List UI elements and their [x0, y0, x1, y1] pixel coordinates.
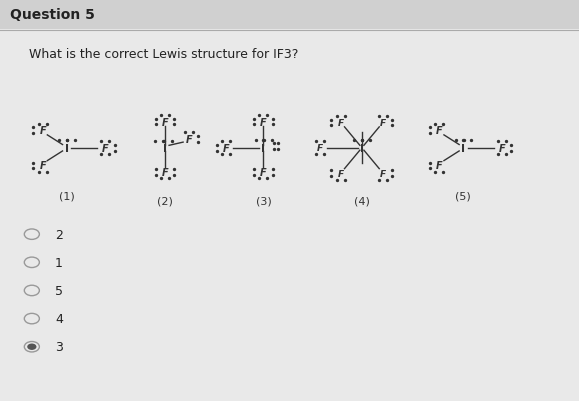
Text: F: F: [338, 169, 344, 178]
Circle shape: [24, 257, 39, 268]
Text: (4): (4): [354, 196, 370, 205]
Text: F: F: [260, 117, 267, 127]
Text: 1: 1: [55, 256, 63, 269]
Text: F: F: [380, 119, 386, 128]
Text: F: F: [380, 169, 386, 178]
Text: F: F: [186, 135, 192, 144]
Circle shape: [24, 314, 39, 324]
Text: F: F: [436, 161, 442, 171]
Text: F: F: [162, 117, 168, 127]
Text: F: F: [499, 144, 505, 153]
Circle shape: [24, 286, 39, 296]
Text: F: F: [102, 144, 109, 153]
Text: F: F: [39, 126, 46, 136]
Text: 5: 5: [55, 284, 63, 297]
Text: F: F: [338, 119, 344, 128]
Text: F: F: [39, 161, 46, 171]
Text: 3: 3: [55, 340, 63, 353]
Text: F: F: [222, 144, 229, 153]
Text: 2: 2: [55, 228, 63, 241]
Circle shape: [24, 342, 39, 352]
Text: F: F: [436, 126, 442, 136]
Text: F: F: [317, 144, 323, 153]
Text: F: F: [162, 168, 168, 177]
Text: What is the correct Lewis structure for IF3?: What is the correct Lewis structure for …: [29, 48, 298, 61]
FancyBboxPatch shape: [0, 0, 579, 30]
Text: I: I: [360, 144, 364, 153]
Text: (2): (2): [157, 196, 173, 205]
Text: I: I: [461, 144, 465, 153]
Circle shape: [27, 344, 36, 350]
Text: (3): (3): [255, 196, 272, 205]
Circle shape: [24, 229, 39, 240]
Text: (5): (5): [455, 192, 471, 201]
Text: 4: 4: [55, 312, 63, 325]
Text: (1): (1): [58, 192, 75, 201]
Text: I: I: [65, 144, 68, 153]
Text: I: I: [262, 144, 265, 153]
Text: Question 5: Question 5: [10, 8, 96, 22]
Text: I: I: [163, 144, 167, 153]
Text: F: F: [260, 168, 267, 177]
